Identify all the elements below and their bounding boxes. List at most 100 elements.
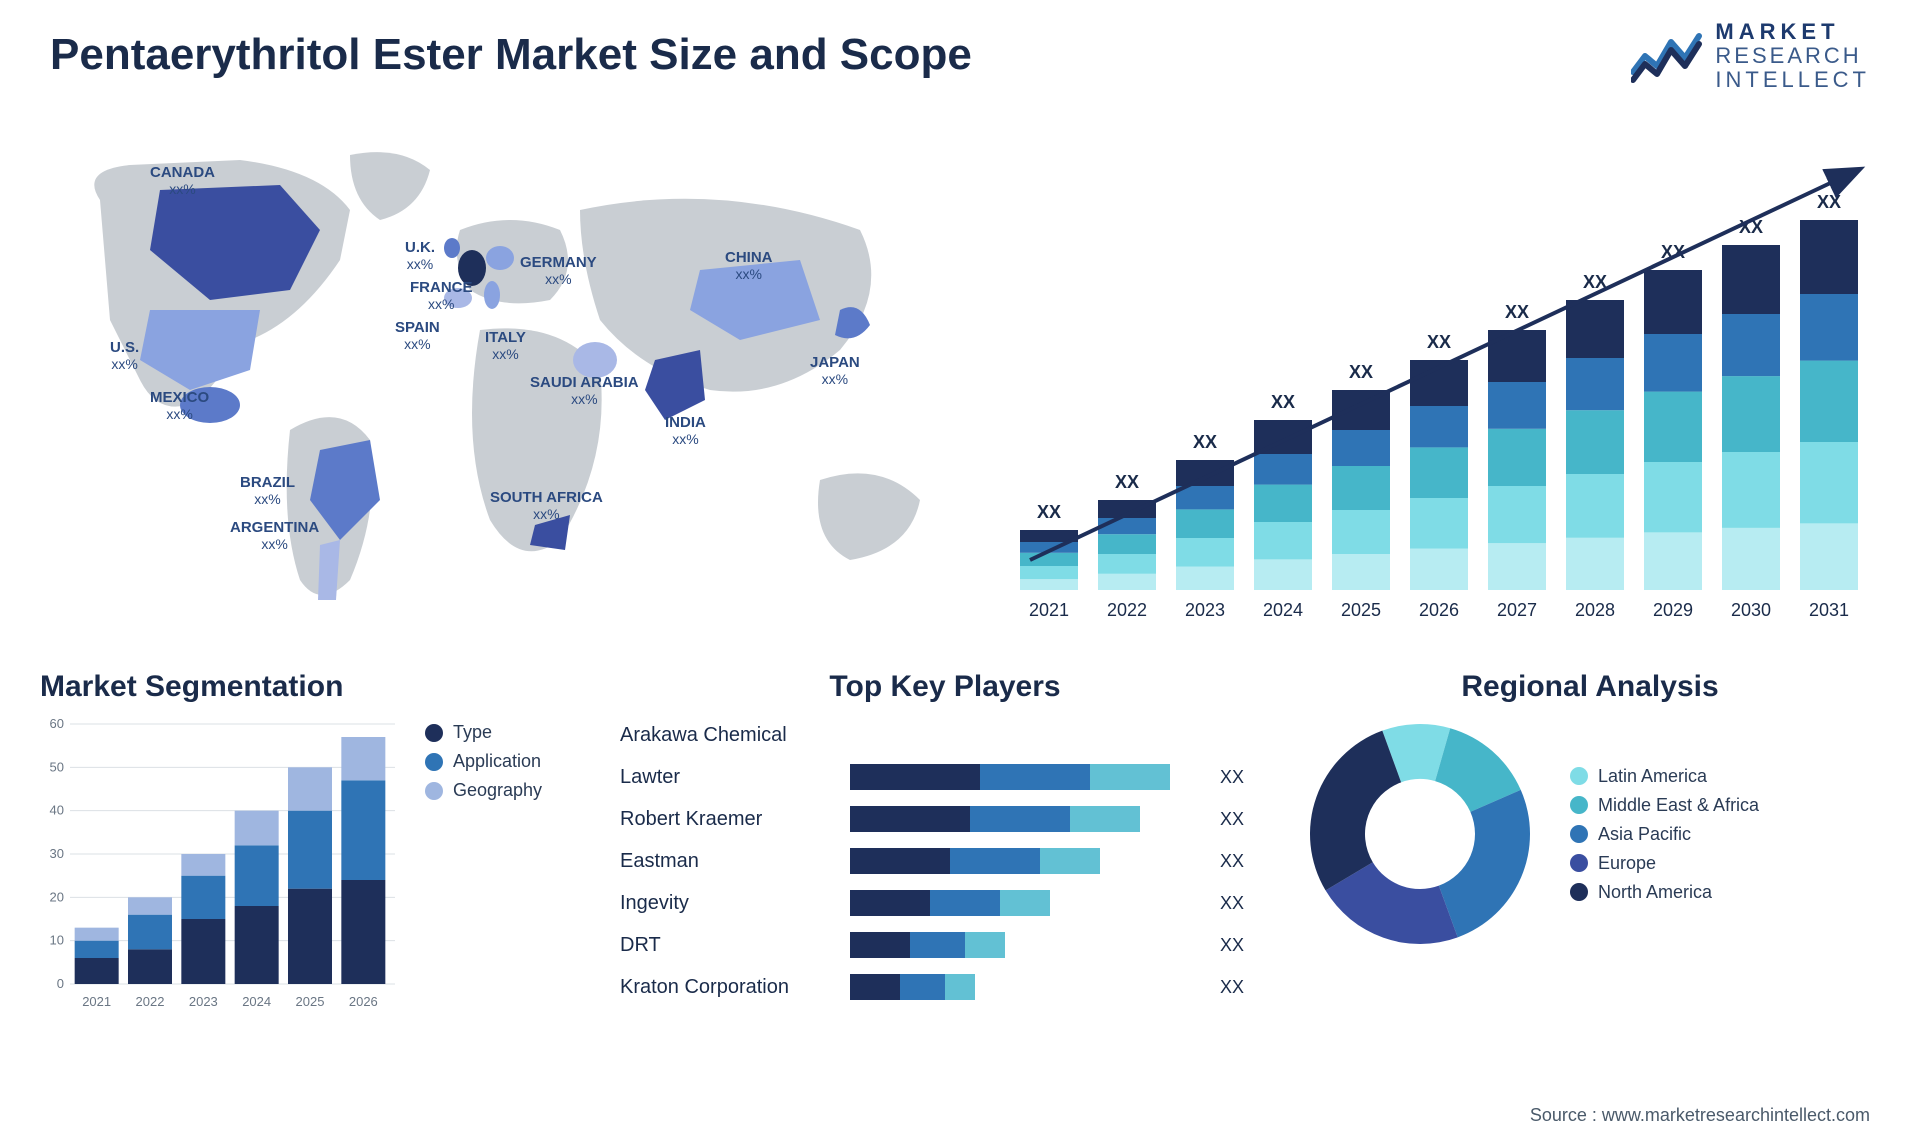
- players-title: Top Key Players: [620, 670, 1270, 704]
- svg-text:2027: 2027: [1497, 600, 1537, 620]
- legend-item: Type: [425, 722, 542, 743]
- logo-icon: [1631, 28, 1703, 84]
- logo-line1: MARKET: [1715, 20, 1870, 44]
- player-name: Lawter: [620, 766, 840, 789]
- legend-item: Geography: [425, 780, 542, 801]
- svg-text:30: 30: [50, 846, 64, 861]
- player-bar: [850, 722, 1210, 748]
- player-bar: [850, 764, 1210, 790]
- map-italy: [484, 281, 500, 309]
- map-germany: [486, 246, 514, 270]
- svg-text:2021: 2021: [1029, 600, 1069, 620]
- world-map: CANADAxx%U.S.xx%MEXICOxx%BRAZILxx%ARGENT…: [40, 140, 960, 630]
- map-uk: [444, 238, 460, 258]
- svg-text:XX: XX: [1349, 362, 1373, 382]
- svg-text:XX: XX: [1817, 192, 1841, 212]
- svg-text:20: 20: [50, 889, 64, 904]
- logo-line2: RESEARCH: [1715, 44, 1870, 68]
- player-bar: [850, 932, 1210, 958]
- map-label: SAUDI ARABIAxx%: [530, 375, 639, 407]
- player-bar: [850, 974, 1210, 1000]
- map-label: ITALYxx%: [485, 330, 526, 362]
- player-name: Robert Kraemer: [620, 808, 840, 831]
- segmentation-legend: Type Application Geography: [425, 714, 542, 1014]
- map-label: SPAINxx%: [395, 320, 440, 352]
- segmentation-panel: Market Segmentation 0 10 20 30 40 50 60 2021 202…: [40, 670, 600, 1014]
- segmentation-title: Market Segmentation: [40, 670, 600, 704]
- svg-text:2024: 2024: [1263, 600, 1303, 620]
- svg-text:40: 40: [50, 803, 64, 818]
- svg-text:XX: XX: [1037, 502, 1061, 522]
- logo-line3: INTELLECT: [1715, 68, 1870, 92]
- player-row: Lawter XX: [620, 756, 1270, 798]
- map-label: ARGENTINAxx%: [230, 520, 319, 552]
- player-value: XX: [1220, 767, 1270, 788]
- legend-item: Asia Pacific: [1570, 824, 1759, 845]
- player-name: Arakawa Chemical: [620, 724, 840, 747]
- map-label: SOUTH AFRICAxx%: [490, 490, 603, 522]
- players-panel: Top Key Players Arakawa Chemical Lawter XX…: [620, 670, 1270, 1008]
- legend-item: Europe: [1570, 853, 1759, 874]
- regional-donut: [1300, 714, 1540, 954]
- svg-text:2022: 2022: [136, 994, 165, 1009]
- map-label: MEXICOxx%: [150, 390, 209, 422]
- svg-text:2026: 2026: [1419, 600, 1459, 620]
- player-name: DRT: [620, 934, 840, 957]
- player-value: XX: [1220, 977, 1270, 998]
- segmentation-chart: 0 10 20 30 40 50 60 2021 2022 2023 2024 2025 2026: [40, 714, 400, 1014]
- map-label: CHINAxx%: [725, 250, 773, 282]
- regional-panel: Regional Analysis Latin America Middle Ea…: [1300, 670, 1880, 954]
- player-value: XX: [1220, 935, 1270, 956]
- regional-title: Regional Analysis: [1300, 670, 1880, 704]
- source-text: Source : www.marketresearchintellect.com: [1530, 1105, 1870, 1126]
- svg-text:60: 60: [50, 716, 64, 731]
- map-label: GERMANYxx%: [520, 255, 597, 287]
- map-japan: [835, 307, 870, 338]
- map-label: U.S.xx%: [110, 340, 139, 372]
- svg-text:2022: 2022: [1107, 600, 1147, 620]
- svg-text:2021: 2021: [82, 994, 111, 1009]
- map-label: JAPANxx%: [810, 355, 860, 387]
- regional-legend: Latin America Middle East & Africa Asia Pa…: [1570, 758, 1759, 911]
- legend-item: Application: [425, 751, 542, 772]
- svg-text:2024: 2024: [242, 994, 271, 1009]
- legend-item: Latin America: [1570, 766, 1759, 787]
- svg-text:2023: 2023: [1185, 600, 1225, 620]
- map-label: CANADAxx%: [150, 165, 215, 197]
- svg-text:2025: 2025: [1341, 600, 1381, 620]
- svg-text:XX: XX: [1193, 432, 1217, 452]
- player-name: Ingevity: [620, 892, 840, 915]
- svg-text:2023: 2023: [189, 994, 218, 1009]
- svg-text:2025: 2025: [296, 994, 325, 1009]
- page-title: Pentaerythritol Ester Market Size and Sc…: [50, 30, 972, 80]
- player-bar: [850, 806, 1210, 832]
- svg-text:2029: 2029: [1653, 600, 1693, 620]
- map-label: U.K.xx%: [405, 240, 435, 272]
- player-row: Ingevity XX: [620, 882, 1270, 924]
- svg-text:10: 10: [50, 933, 64, 948]
- svg-text:50: 50: [50, 759, 64, 774]
- player-name: Eastman: [620, 850, 840, 873]
- player-value: XX: [1220, 809, 1270, 830]
- legend-item: North America: [1570, 882, 1759, 903]
- player-value: XX: [1220, 851, 1270, 872]
- players-list: Arakawa Chemical Lawter XX Robert Kraemer XX…: [620, 714, 1270, 1008]
- forecast-bar-chart: XX2021XX2022XX2023XX2024XX2025XX2026XX20…: [1000, 140, 1870, 630]
- map-argentina: [318, 540, 340, 600]
- svg-text:2028: 2028: [1575, 600, 1615, 620]
- player-value: XX: [1220, 893, 1270, 914]
- player-bar: [850, 848, 1210, 874]
- svg-text:XX: XX: [1271, 392, 1295, 412]
- svg-text:2026: 2026: [349, 994, 378, 1009]
- player-row: Eastman XX: [620, 840, 1270, 882]
- player-bar: [850, 890, 1210, 916]
- svg-text:XX: XX: [1505, 302, 1529, 322]
- player-row: Arakawa Chemical: [620, 714, 1270, 756]
- player-name: Kraton Corporation: [620, 976, 840, 999]
- svg-text:2030: 2030: [1731, 600, 1771, 620]
- svg-text:0: 0: [57, 976, 64, 991]
- map-saudi: [573, 342, 617, 378]
- brand-logo: MARKET RESEARCH INTELLECT: [1631, 20, 1870, 93]
- svg-text:2031: 2031: [1809, 600, 1849, 620]
- legend-item: Middle East & Africa: [1570, 795, 1759, 816]
